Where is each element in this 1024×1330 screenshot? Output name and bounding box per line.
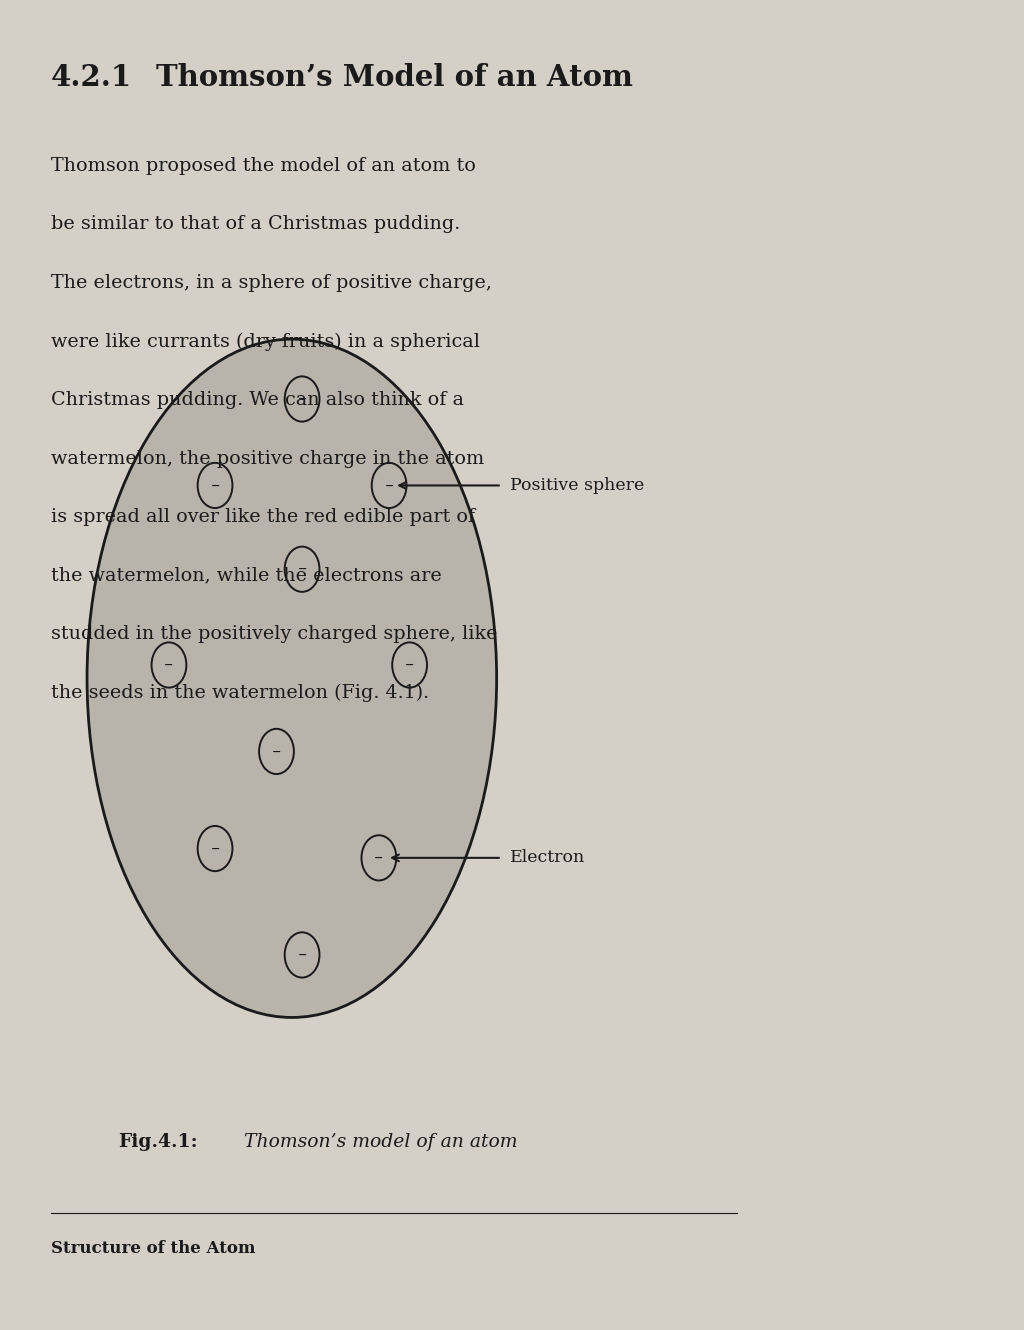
Text: −: − [210, 843, 220, 854]
Text: be similar to that of a Christmas pudding.: be similar to that of a Christmas puddin… [51, 215, 461, 234]
Text: −: − [164, 660, 174, 670]
Text: Structure of the Atom: Structure of the Atom [51, 1240, 256, 1257]
Text: were like currants (dry fruits) in a spherical: were like currants (dry fruits) in a sph… [51, 332, 480, 351]
Text: Electron: Electron [510, 850, 585, 866]
Text: the seeds in the watermelon (Fig. 4.1).: the seeds in the watermelon (Fig. 4.1). [51, 684, 429, 702]
Text: Fig.4.1:: Fig.4.1: [118, 1133, 198, 1152]
Text: watermelon, the positive charge in the atom: watermelon, the positive charge in the a… [51, 450, 484, 468]
Text: is spread all over like the red edible part of: is spread all over like the red edible p… [51, 508, 475, 527]
Text: studded in the positively charged sphere, like: studded in the positively charged sphere… [51, 625, 498, 644]
Text: −: − [297, 394, 307, 404]
Text: the watermelon, while the electrons are: the watermelon, while the electrons are [51, 567, 442, 585]
Text: −: − [271, 746, 282, 757]
Text: Christmas pudding. We can also think of a: Christmas pudding. We can also think of … [51, 391, 464, 410]
Text: −: − [384, 480, 394, 491]
Text: 4.2.1: 4.2.1 [51, 63, 132, 92]
Text: −: − [210, 480, 220, 491]
Text: Thomson’s model of an atom: Thomson’s model of an atom [238, 1133, 517, 1152]
Text: Thomson’s Model of an Atom: Thomson’s Model of an Atom [156, 63, 633, 92]
Text: −: − [297, 564, 307, 575]
Text: Positive sphere: Positive sphere [510, 477, 644, 493]
Ellipse shape [87, 339, 497, 1017]
Text: −: − [374, 853, 384, 863]
Text: −: − [404, 660, 415, 670]
Text: −: − [297, 950, 307, 960]
Text: The electrons, in a sphere of positive charge,: The electrons, in a sphere of positive c… [51, 274, 493, 293]
Text: Thomson proposed the model of an atom to: Thomson proposed the model of an atom to [51, 157, 476, 176]
